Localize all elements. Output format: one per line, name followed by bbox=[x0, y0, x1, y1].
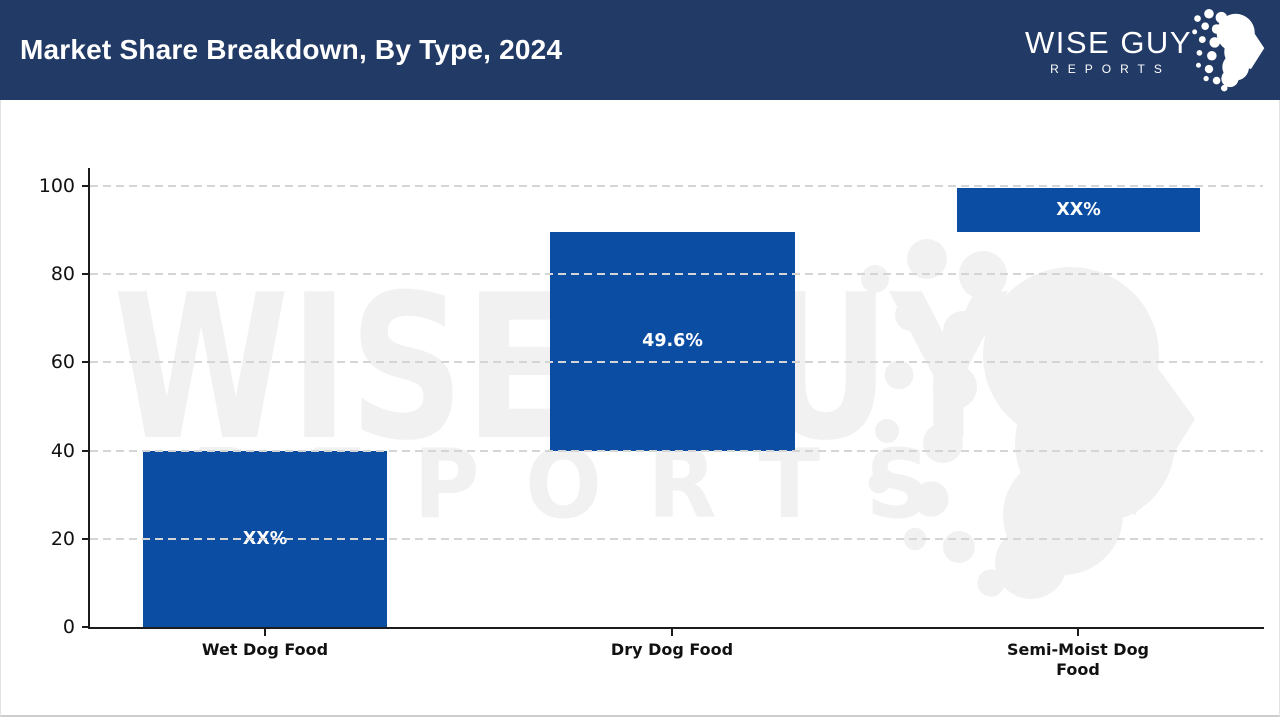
watermark-head-icon bbox=[848, 239, 1195, 599]
y-tick-label: 20 bbox=[50, 527, 75, 550]
y-tick-label: 40 bbox=[50, 439, 75, 462]
y-tick bbox=[82, 537, 88, 540]
y-tick bbox=[82, 185, 88, 187]
y-axis-line bbox=[88, 168, 90, 629]
x-tick bbox=[671, 629, 673, 636]
brand-logo: WISE GUY REPORTS bbox=[1025, 6, 1270, 94]
bar-dry-dog-food: 49.6% bbox=[550, 231, 795, 451]
x-tick bbox=[1077, 629, 1079, 636]
logo-head-icon bbox=[1192, 9, 1265, 92]
gridline bbox=[90, 273, 1263, 276]
x-tick bbox=[264, 629, 266, 636]
y-tick bbox=[82, 361, 88, 364]
x-label-wet-dog-food: Wet Dog Food bbox=[201, 640, 329, 659]
logo-brand-text: WISE GUY bbox=[1024, 24, 1192, 60]
logo-subtitle-text: REPORTS bbox=[1050, 61, 1171, 76]
gridline bbox=[90, 185, 1263, 187]
y-tick-label: 100 bbox=[38, 175, 75, 197]
logo-wordmark: WISE GUY REPORTS bbox=[1025, 25, 1192, 76]
gridline bbox=[90, 449, 1263, 452]
gridline bbox=[90, 361, 1263, 364]
y-tick-label: 80 bbox=[50, 263, 75, 286]
page-title: Market Share Breakdown, By Type, 2024 bbox=[20, 34, 563, 65]
y-tick bbox=[82, 449, 88, 452]
bar-semi-moist-dog-food: XX% bbox=[957, 187, 1200, 232]
gridline bbox=[90, 537, 1263, 540]
chart-canvas: WISE GUY REPORTS XX% 49.6% XX% Wet Dog F… bbox=[0, 100, 1280, 717]
bar-value-label: 49.6% bbox=[642, 331, 703, 352]
x-label-semi-moist-dog-food: Semi-Moist Dog Food bbox=[1006, 640, 1150, 679]
y-tick-label: 60 bbox=[50, 351, 75, 374]
x-label-dry-dog-food: Dry Dog Food bbox=[610, 640, 734, 659]
header-bar: Market Share Breakdown, By Type, 2024 WI… bbox=[0, 0, 1280, 100]
x-axis-line bbox=[88, 627, 1264, 629]
y-tick bbox=[82, 273, 88, 276]
y-tick-label: 0 bbox=[62, 616, 75, 638]
y-tick bbox=[82, 626, 88, 628]
bar-value-label: XX% bbox=[1056, 199, 1101, 220]
